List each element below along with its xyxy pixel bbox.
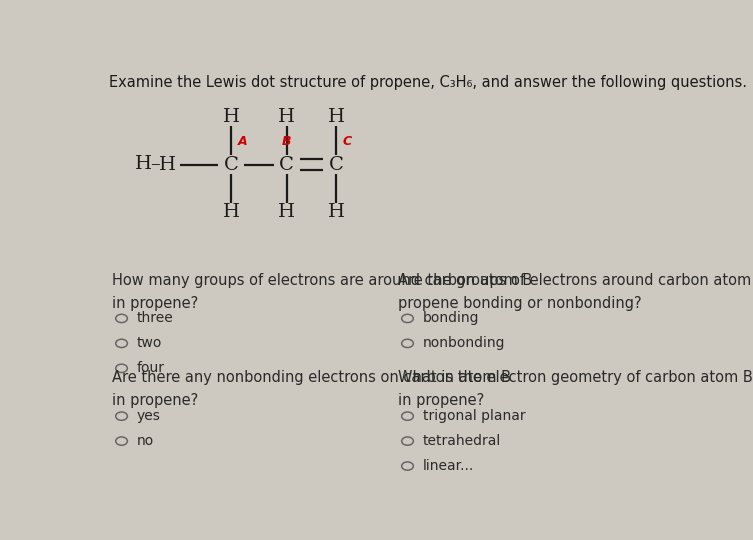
Text: Are the groups of electrons around carbon atom B in: Are the groups of electrons around carbo… [398, 273, 753, 288]
Text: C: C [224, 156, 239, 173]
Text: no: no [137, 434, 154, 448]
Text: H: H [223, 204, 239, 221]
Text: two: two [137, 336, 162, 350]
Text: four: four [137, 361, 165, 375]
Text: A: A [238, 135, 248, 148]
Text: C: C [329, 156, 344, 173]
Text: H: H [328, 108, 345, 126]
Text: trigonal planar: trigonal planar [422, 409, 526, 423]
Text: bonding: bonding [422, 312, 479, 326]
Text: in propene?: in propene? [111, 393, 198, 408]
Text: Examine the Lewis dot structure of propene, C₃H₆, and answer the following quest: Examine the Lewis dot structure of prope… [108, 75, 747, 90]
Text: H–: H– [135, 155, 161, 173]
Text: H: H [223, 108, 239, 126]
Text: Are there any nonbonding electrons on carbon atom B: Are there any nonbonding electrons on ca… [111, 370, 511, 386]
Text: nonbonding: nonbonding [422, 336, 505, 350]
Text: H: H [159, 156, 175, 173]
Text: linear...: linear... [422, 459, 474, 473]
Text: H: H [328, 204, 345, 221]
Text: C: C [342, 135, 351, 148]
Text: tetrahedral: tetrahedral [422, 434, 501, 448]
Text: in propene?: in propene? [398, 393, 484, 408]
Text: yes: yes [137, 409, 160, 423]
Text: propene bonding or nonbonding?: propene bonding or nonbonding? [398, 295, 642, 310]
Text: C: C [279, 156, 294, 173]
Text: B: B [282, 135, 291, 148]
Text: H: H [278, 204, 295, 221]
Text: three: three [137, 312, 173, 326]
Text: How many groups of electrons are around carbon atom B: How many groups of electrons are around … [111, 273, 532, 288]
Text: H: H [278, 108, 295, 126]
Text: in propene?: in propene? [111, 295, 198, 310]
Text: What is the electron geometry of carbon atom B: What is the electron geometry of carbon … [398, 370, 752, 386]
